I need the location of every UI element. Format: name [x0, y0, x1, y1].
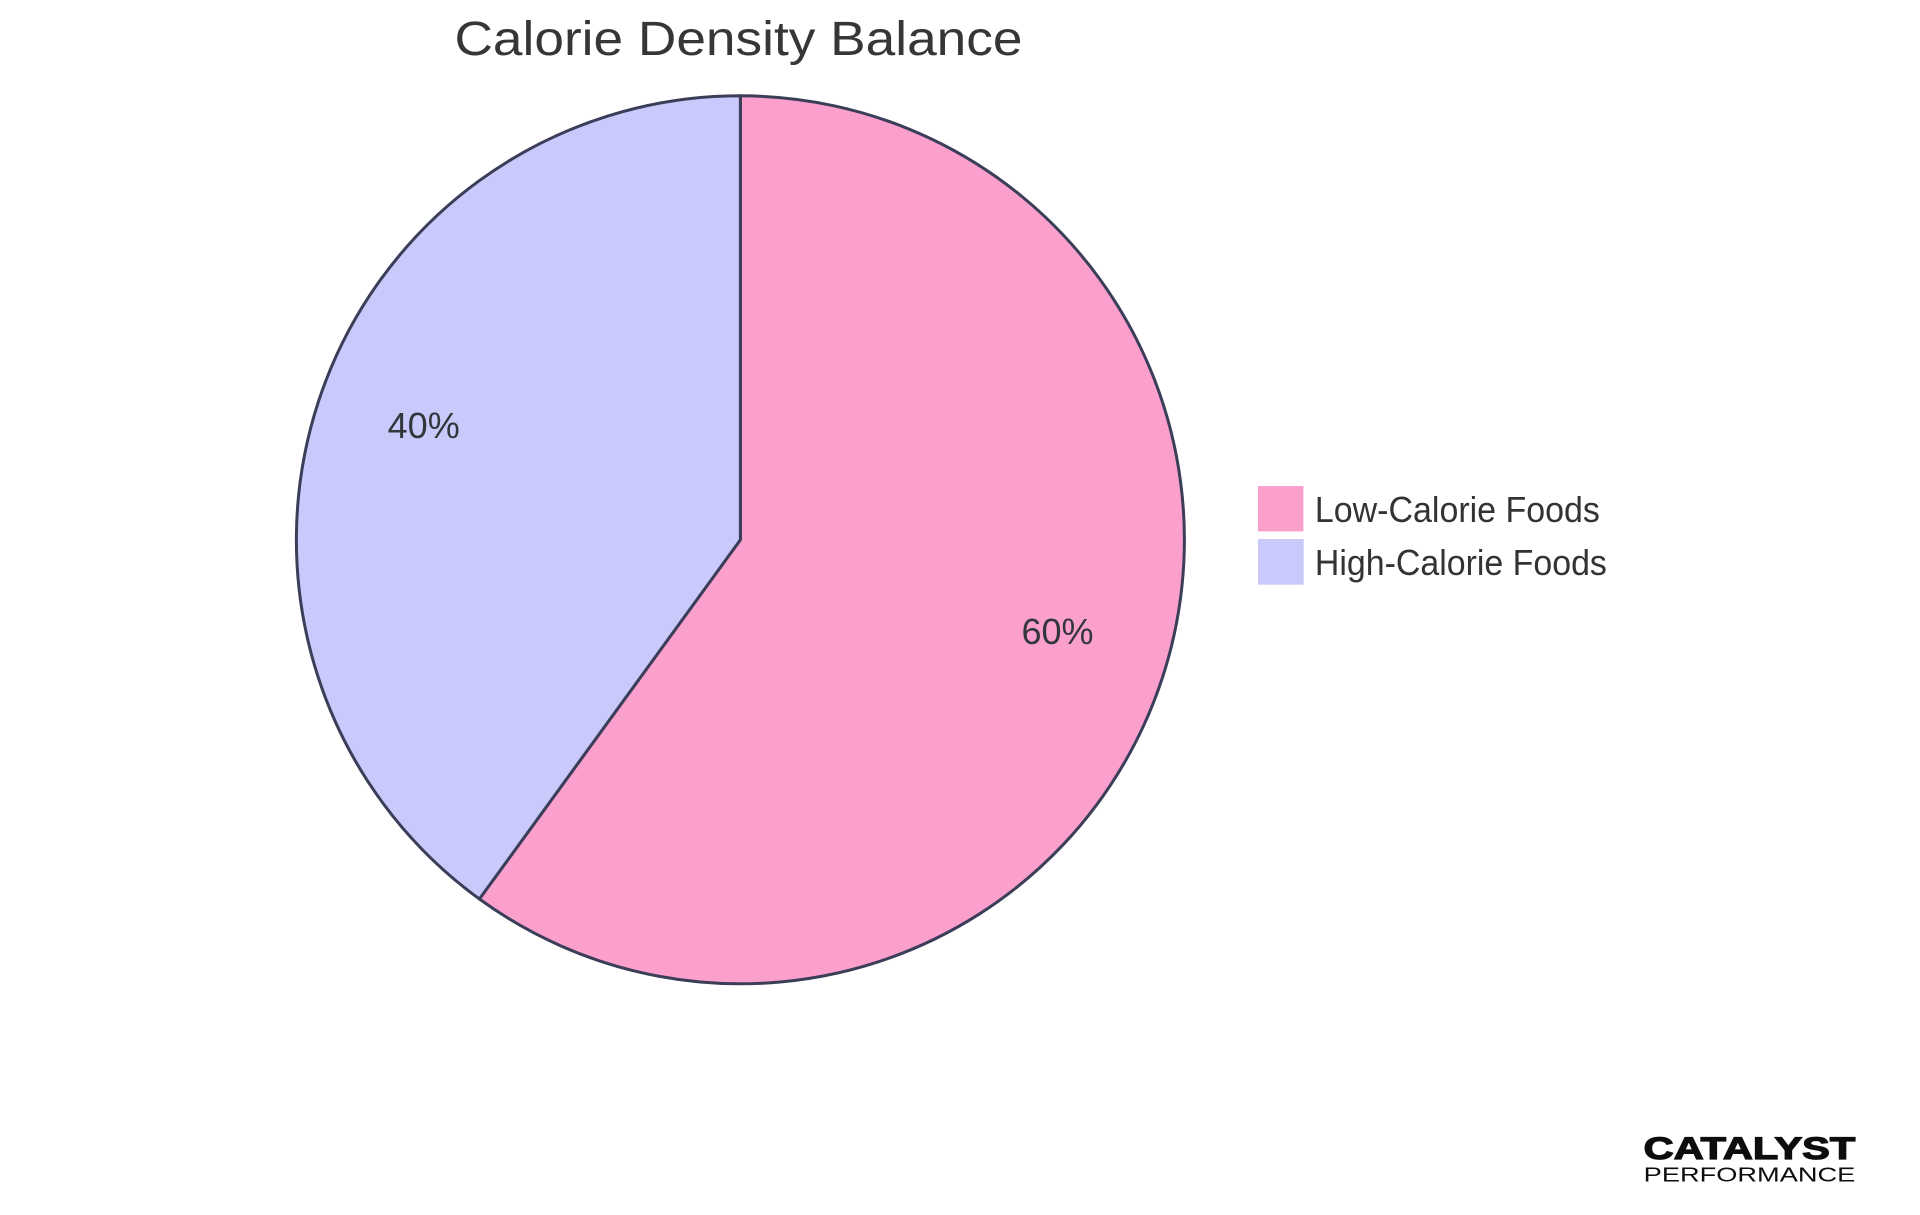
svg-text:CATALYST: CATALYST — [1644, 1131, 1856, 1166]
svg-text:40%: 40% — [388, 405, 460, 446]
svg-text:High-Calorie Foods: High-Calorie Foods — [1315, 542, 1607, 583]
svg-text:60%: 60% — [1021, 611, 1093, 652]
svg-text:Low-Calorie Foods: Low-Calorie Foods — [1315, 489, 1600, 530]
svg-text:Calorie Density Balance: Calorie Density Balance — [455, 13, 1023, 66]
svg-text:PERFORMANCE: PERFORMANCE — [1644, 1164, 1856, 1187]
